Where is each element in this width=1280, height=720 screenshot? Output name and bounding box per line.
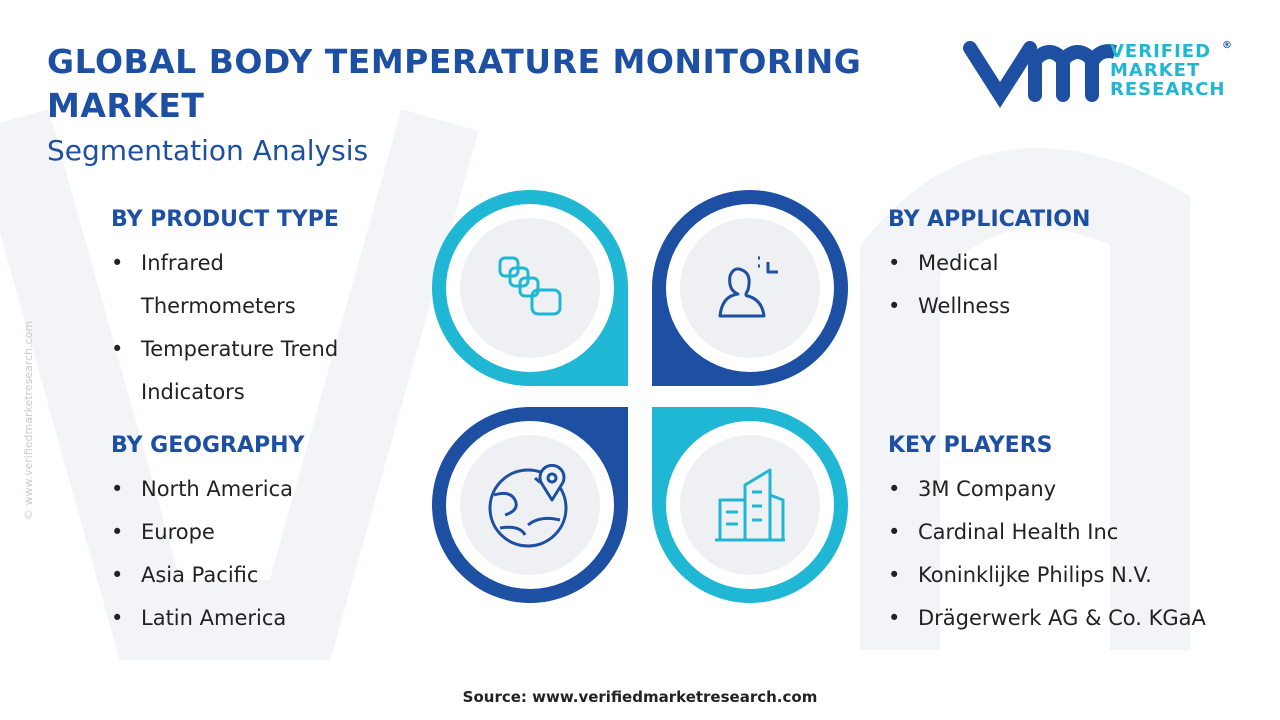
segment: KEY PLAYERS 3M CompanyCardinal Health Inc…: [888, 430, 1268, 640]
segment-item: Asia Pacific: [111, 554, 491, 597]
segment-item: Latin America: [111, 597, 491, 640]
segment-list: North AmericaEuropeAsia PacificLatin Ame…: [111, 468, 491, 640]
segment-title: BY GEOGRAPHY: [111, 433, 305, 458]
segment-list: MedicalWellness: [888, 242, 1268, 328]
segment-item: Drägerwerk AG & Co. KGaA: [888, 597, 1268, 640]
segment-item: Wellness: [888, 285, 1268, 328]
segment: BY GEOGRAPHY North AmericaEuropeAsia Paci…: [111, 430, 491, 640]
segment-title: BY APPLICATION: [888, 207, 1091, 232]
segment-list: 3M CompanyCardinal Health IncKoninklijke…: [888, 468, 1268, 640]
segment-item: Koninklijke Philips N.V.: [888, 554, 1268, 597]
segment-list: Infrared ThermometersTemperature Trend I…: [111, 242, 381, 414]
segment-item: Cardinal Health Inc: [888, 511, 1268, 554]
segment-item: North America: [111, 468, 491, 511]
logo-line: MARKET: [1110, 60, 1201, 81]
side-watermark: © www.verifiedmarketresearch.com: [22, 320, 35, 520]
segment-item: Europe: [111, 511, 491, 554]
logo-mark: [963, 41, 1099, 109]
segment: BY APPLICATION MedicalWellness: [888, 204, 1268, 328]
segment-item: 3M Company: [888, 468, 1268, 511]
segment-item: Infrared Thermometers: [111, 242, 381, 328]
subtitle: Segmentation Analysis: [47, 134, 369, 167]
segment-title: BY PRODUCT TYPE: [111, 207, 339, 232]
source: Source: www.verifiedmarketresearch.com: [462, 688, 818, 706]
logo-line: VERIFIED: [1110, 41, 1212, 62]
watermark-art: [860, 148, 1190, 650]
logo-registered: ®: [1222, 40, 1233, 51]
segment: BY PRODUCT TYPE Infrared ThermometersTemp…: [111, 204, 381, 414]
logo-text: VERIFIED MARKET RESEARCH ®: [1110, 40, 1232, 100]
segment-item: Temperature Trend Indicators: [111, 328, 381, 414]
segment-title: KEY PLAYERS: [888, 433, 1053, 458]
logo-line: RESEARCH: [1110, 79, 1226, 100]
logo-mark: [1085, 44, 1117, 95]
segment-item: Medical: [888, 242, 1268, 285]
icons: [488, 256, 785, 548]
title: GLOBAL BODY TEMPERATURE MONITORING MARKE…: [47, 42, 862, 125]
icon-circles: [446, 204, 834, 589]
